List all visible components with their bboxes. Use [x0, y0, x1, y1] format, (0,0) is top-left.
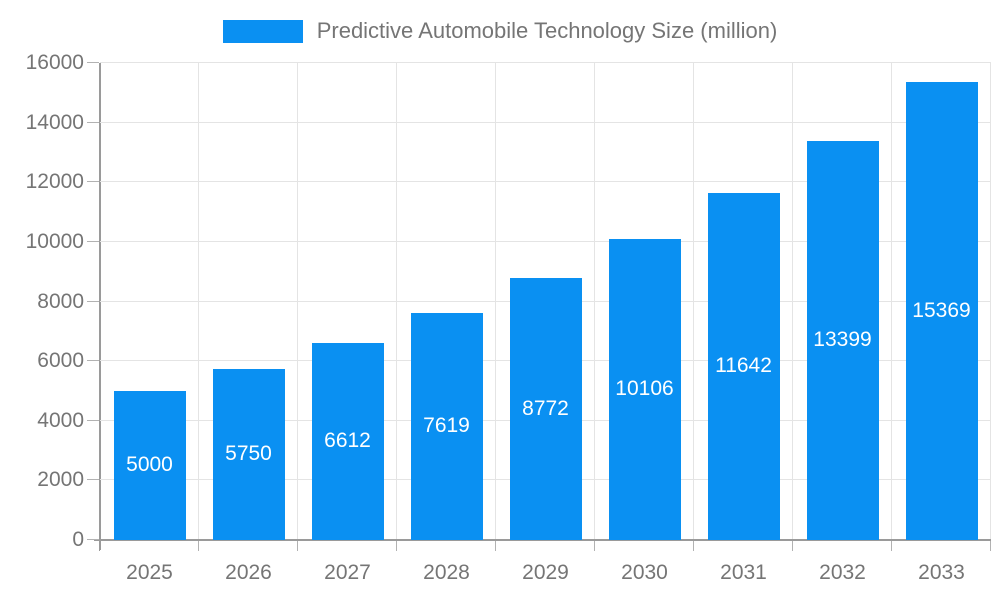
x-axis-tick: [594, 541, 595, 551]
x-axis-tick: [297, 541, 298, 551]
y-axis-tick-label: 4000: [37, 408, 84, 432]
gridline-horizontal: [100, 121, 991, 123]
bar-value-label: 10106: [615, 377, 674, 401]
legend: Predictive Automobile Technology Size (m…: [0, 18, 1000, 44]
y-axis-tick: [87, 62, 99, 63]
x-axis-tick: [891, 541, 892, 551]
x-axis-tick-label: 2030: [621, 561, 668, 584]
bar-value-label: 11642: [715, 354, 772, 378]
bar: 6612: [311, 342, 384, 540]
x-axis-tick: [990, 541, 991, 551]
x-axis-tick-label: 2026: [225, 561, 272, 584]
y-axis-tick-label: 10000: [25, 229, 84, 253]
bar: 10106: [608, 238, 681, 540]
x-axis-tick-label: 2033: [918, 561, 965, 584]
y-axis-tick: [87, 240, 99, 242]
x-axis-tick: [198, 541, 199, 551]
y-axis-tick-label: 0: [72, 528, 84, 551]
bar-value-label: 8772: [522, 397, 569, 421]
y-axis-tick: [87, 539, 99, 540]
y-axis-tick: [87, 300, 99, 302]
bar: 11642: [707, 192, 780, 540]
bar: 5000: [113, 390, 186, 540]
bar-value-label: 6612: [324, 429, 371, 453]
gridline-vertical: [594, 63, 595, 540]
gridline-vertical: [990, 63, 991, 540]
x-axis-line: [94, 539, 991, 541]
legend-label: Predictive Automobile Technology Size (m…: [316, 18, 778, 43]
gridline-vertical: [792, 63, 793, 540]
bar: 15369: [905, 81, 978, 540]
bar: 5750: [212, 368, 285, 540]
gridline-vertical: [297, 63, 298, 540]
y-axis-tick-label: 8000: [37, 289, 84, 313]
x-axis-tick: [693, 541, 694, 551]
bar: 7619: [410, 312, 483, 540]
y-axis-tick-label: 16000: [25, 51, 84, 74]
y-axis-tick-label: 12000: [25, 170, 84, 194]
y-axis-tick-label: 2000: [37, 468, 84, 492]
y-axis-tick: [87, 181, 99, 183]
legend-swatch: [222, 19, 303, 43]
y-axis-tick: [87, 479, 99, 481]
bar-value-label: 13399: [813, 328, 872, 352]
bar: 8772: [509, 278, 582, 540]
x-axis-tick-label: 2031: [720, 561, 767, 584]
x-axis-tick-label: 2028: [423, 561, 470, 584]
bar-value-label: 5000: [126, 453, 173, 477]
gridline-vertical: [198, 63, 199, 540]
gridline-horizontal: [100, 62, 991, 63]
x-axis-tick-label: 2025: [126, 561, 173, 584]
x-axis-tick-label: 2032: [819, 561, 866, 584]
y-axis-tick-label: 14000: [25, 110, 84, 134]
x-axis-tick: [792, 541, 793, 551]
gridline-vertical: [396, 63, 397, 540]
y-axis-tick: [87, 121, 99, 123]
gridline-vertical: [891, 63, 892, 540]
bar: 13399: [806, 140, 879, 540]
y-axis-tick-label: 6000: [37, 349, 84, 373]
x-axis-tick-label: 2029: [522, 561, 569, 584]
x-axis-tick: [99, 541, 100, 551]
x-axis-tick: [495, 541, 496, 551]
gridline-vertical: [495, 63, 496, 540]
bar-value-label: 5750: [225, 442, 272, 466]
gridline-vertical: [693, 63, 694, 540]
gridline-horizontal: [100, 240, 991, 242]
gridline-horizontal: [100, 181, 991, 183]
y-axis-tick: [87, 360, 99, 362]
y-axis-tick: [87, 419, 99, 421]
y-axis-line: [99, 63, 101, 550]
x-axis-tick-label: 2027: [324, 561, 371, 584]
x-axis-tick: [396, 541, 397, 551]
bar-value-label: 7619: [423, 414, 470, 438]
bar-value-label: 15369: [912, 298, 971, 322]
